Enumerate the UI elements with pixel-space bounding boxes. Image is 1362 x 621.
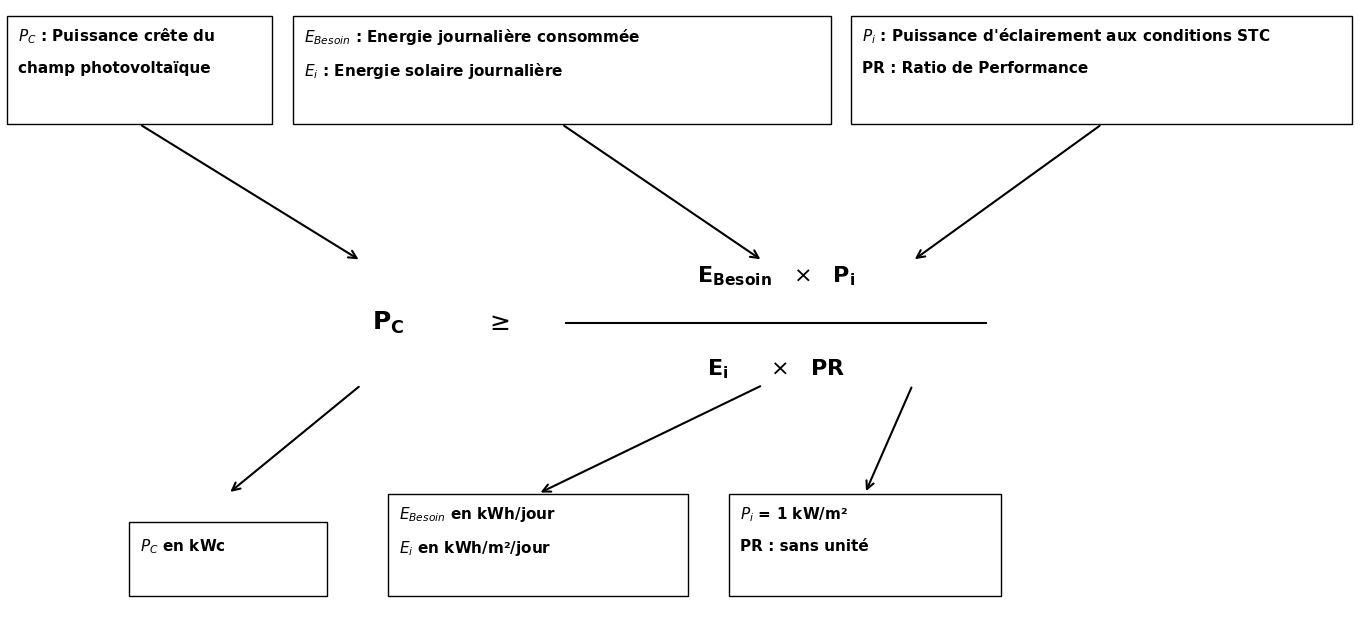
Text: $\mathbf{E_{Besoin}}$   $\times$   $\mathbf{P_i}$: $\mathbf{E_{Besoin}}$ $\times$ $\mathbf{…	[697, 265, 855, 288]
Text: $\geq$: $\geq$	[485, 311, 509, 335]
FancyBboxPatch shape	[851, 16, 1352, 124]
FancyBboxPatch shape	[388, 494, 688, 596]
Text: PR : sans unité: PR : sans unité	[740, 539, 869, 554]
Text: $E_i$ en kWh/m²/jour: $E_i$ en kWh/m²/jour	[399, 539, 552, 558]
Text: champ photovoltaïque: champ photovoltaïque	[18, 61, 210, 76]
Text: $\mathbf{E_i}$      $\times$   $\mathbf{PR}$: $\mathbf{E_i}$ $\times$ $\mathbf{PR}$	[707, 358, 846, 381]
Text: $E_{Besoin}$ : Energie journalière consommée: $E_{Besoin}$ : Energie journalière conso…	[304, 27, 640, 47]
Text: $P_i$ : Puissance d'éclairement aux conditions STC: $P_i$ : Puissance d'éclairement aux cond…	[862, 27, 1271, 47]
FancyBboxPatch shape	[129, 522, 327, 596]
FancyBboxPatch shape	[7, 16, 272, 124]
Text: PR : Ratio de Performance: PR : Ratio de Performance	[862, 61, 1088, 76]
Text: $P_C$ en kWc: $P_C$ en kWc	[140, 537, 226, 556]
FancyBboxPatch shape	[293, 16, 831, 124]
Text: $E_i$ : Energie solaire journalière: $E_i$ : Energie solaire journalière	[304, 61, 563, 81]
Text: $\mathbf{P_C}$: $\mathbf{P_C}$	[372, 310, 405, 336]
Text: $P_i$ = 1 kW/m²: $P_i$ = 1 kW/m²	[740, 505, 847, 524]
Text: $E_{Besoin}$ en kWh/jour: $E_{Besoin}$ en kWh/jour	[399, 505, 556, 524]
FancyBboxPatch shape	[729, 494, 1001, 596]
Text: $P_C$ : Puissance crête du: $P_C$ : Puissance crête du	[18, 27, 215, 47]
